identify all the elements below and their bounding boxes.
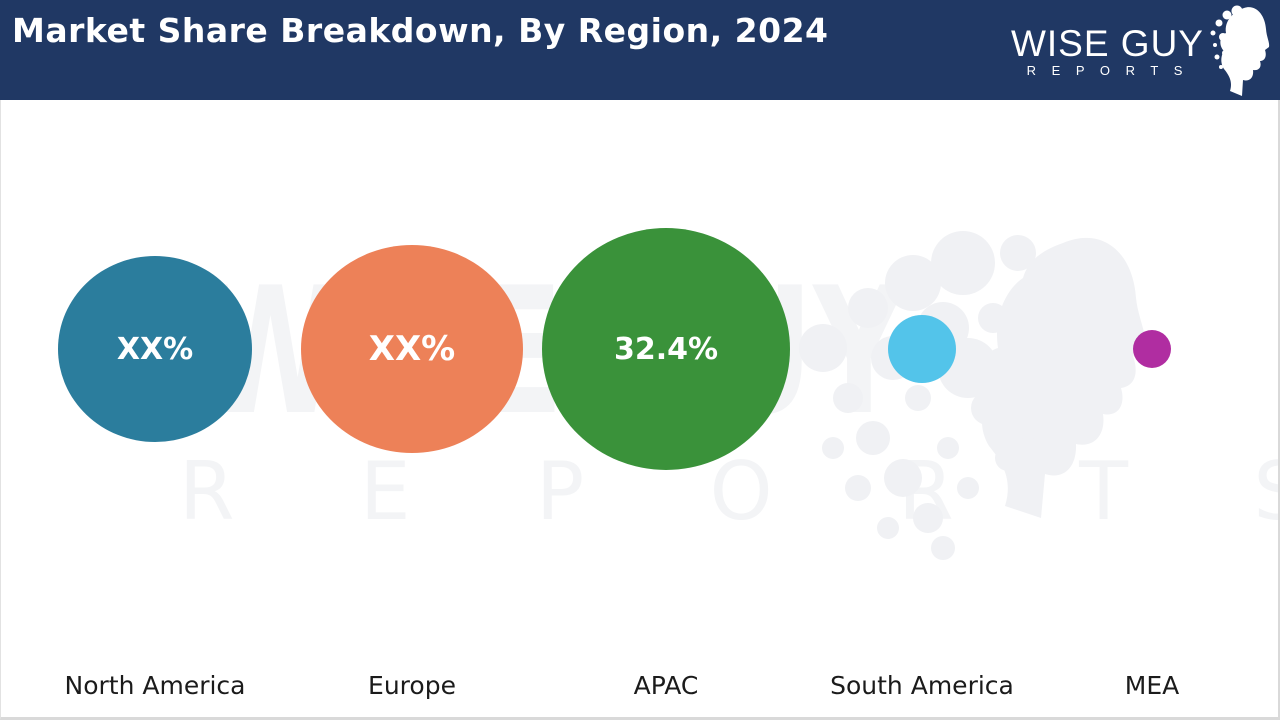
bubble-europe: XX%: [301, 245, 523, 453]
category-label-europe: Europe: [368, 671, 456, 700]
category-label-north-america: North America: [64, 671, 246, 700]
page-title: Market Share Breakdown, By Region, 2024: [12, 11, 829, 50]
logo-head-icon: [1210, 5, 1270, 96]
bubble-apac: 32.4%: [542, 228, 790, 470]
watermark-head-icon: [799, 231, 1146, 560]
bubble-south-america: [888, 315, 956, 383]
bubble-value: XX%: [368, 329, 456, 369]
bubble-mea: [1133, 330, 1171, 368]
logo-sub-text: R E P O R T S: [1026, 62, 1189, 78]
category-label-south-america: South America: [830, 671, 1014, 700]
wiseguy-logo: WISE GUY R E P O R T S: [1011, 4, 1270, 98]
category-label-apac: APAC: [633, 671, 699, 700]
header-bar: Market Share Breakdown, By Region, 2024 …: [0, 0, 1280, 100]
watermark-sub-text: R E P O R T S: [179, 445, 1280, 538]
bubble-value: XX%: [116, 331, 194, 367]
category-label-mea: MEA: [1124, 671, 1180, 700]
logo-brand-text: WISE GUY: [1010, 22, 1204, 64]
chart-canvas: WISE GUY R E P O R T S XX%: [0, 100, 1280, 720]
bubble-value: 32.4%: [613, 331, 719, 367]
bubble-north-america: XX%: [58, 256, 252, 442]
